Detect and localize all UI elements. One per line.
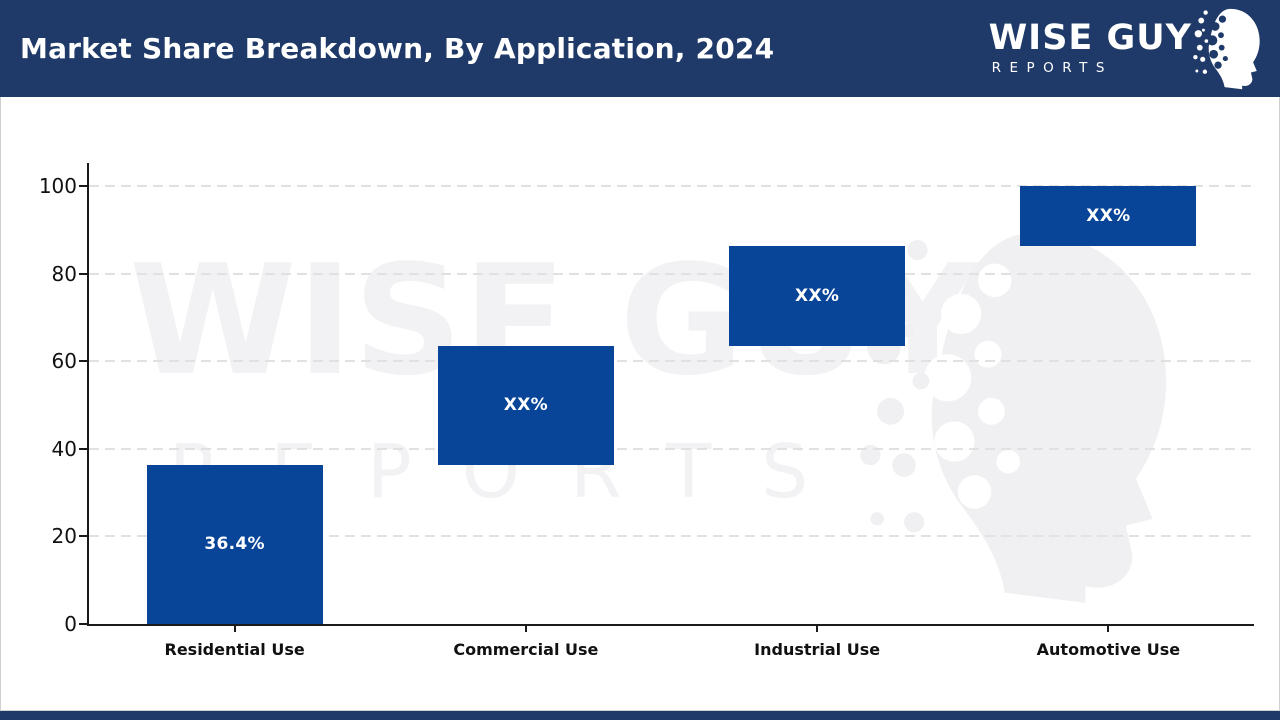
y-tick-mark-0 <box>79 623 87 625</box>
y-tick-label-60: 60 <box>51 349 77 374</box>
y-tick-label-0: 0 <box>64 612 77 636</box>
x-tick-label-3: Automotive Use <box>1036 640 1181 659</box>
y-tick-label-20: 20 <box>51 524 77 549</box>
brand-logo: WISE GUY REPORTS <box>989 6 1272 90</box>
brand-logo-text: WISE GUY REPORTS <box>988 17 1192 76</box>
x-tick-label-1: Commercial Use <box>453 640 599 659</box>
y-tick-mark-100 <box>79 185 87 187</box>
y-tick-label-80: 80 <box>51 261 77 286</box>
bar-residential-use: 36.4% <box>146 464 323 624</box>
y-tick-label-40: 40 <box>51 436 77 461</box>
gridline-80 <box>89 272 1254 275</box>
plot-area: 36.4% XX% XX% XX% <box>87 163 1254 626</box>
x-axis-line <box>87 624 1254 626</box>
bar-industrial-use: XX% <box>729 245 906 347</box>
brand-subtitle: REPORTS <box>991 59 1113 76</box>
y-tick-mark-20 <box>79 535 87 538</box>
face-profile-icon <box>1193 8 1260 90</box>
bar-automotive-use: XX% <box>1020 186 1197 246</box>
footer-bar <box>0 711 1280 720</box>
x-tick-mark-1 <box>524 626 527 632</box>
y-axis-line <box>87 163 89 624</box>
x-tick-label-0: Residential Use <box>164 640 305 659</box>
y-tick-mark-80 <box>79 272 87 275</box>
bar-value-label: XX% <box>503 395 548 416</box>
x-tick-mark-3 <box>1107 626 1110 632</box>
y-tick-label-100: 100 <box>38 174 77 198</box>
gridline-40 <box>89 447 1254 450</box>
x-tick-label-2: Industrial Use <box>754 640 881 659</box>
brand-name: WISE GUY <box>988 17 1192 58</box>
x-tick-mark-2 <box>816 626 819 632</box>
bar-value-label: XX% <box>795 285 840 306</box>
y-tick-mark-60 <box>79 360 87 363</box>
bar-commercial-use: XX% <box>437 346 614 465</box>
bar-value-label: 36.4% <box>204 534 265 555</box>
gridline-20 <box>89 535 1254 538</box>
header-bar: Market Share Breakdown, By Application, … <box>0 0 1280 97</box>
x-tick-mark-0 <box>233 626 236 632</box>
gridline-100 <box>89 185 1254 187</box>
page-title: Market Share Breakdown, By Application, … <box>20 32 775 65</box>
gridline-60 <box>89 360 1254 363</box>
bar-value-label: XX% <box>1086 205 1131 226</box>
y-tick-mark-40 <box>79 447 87 450</box>
chart-area: WISE GUY REPORTS 36.4% XX% XX% XX% 0 20 40 60 8… <box>0 97 1280 711</box>
